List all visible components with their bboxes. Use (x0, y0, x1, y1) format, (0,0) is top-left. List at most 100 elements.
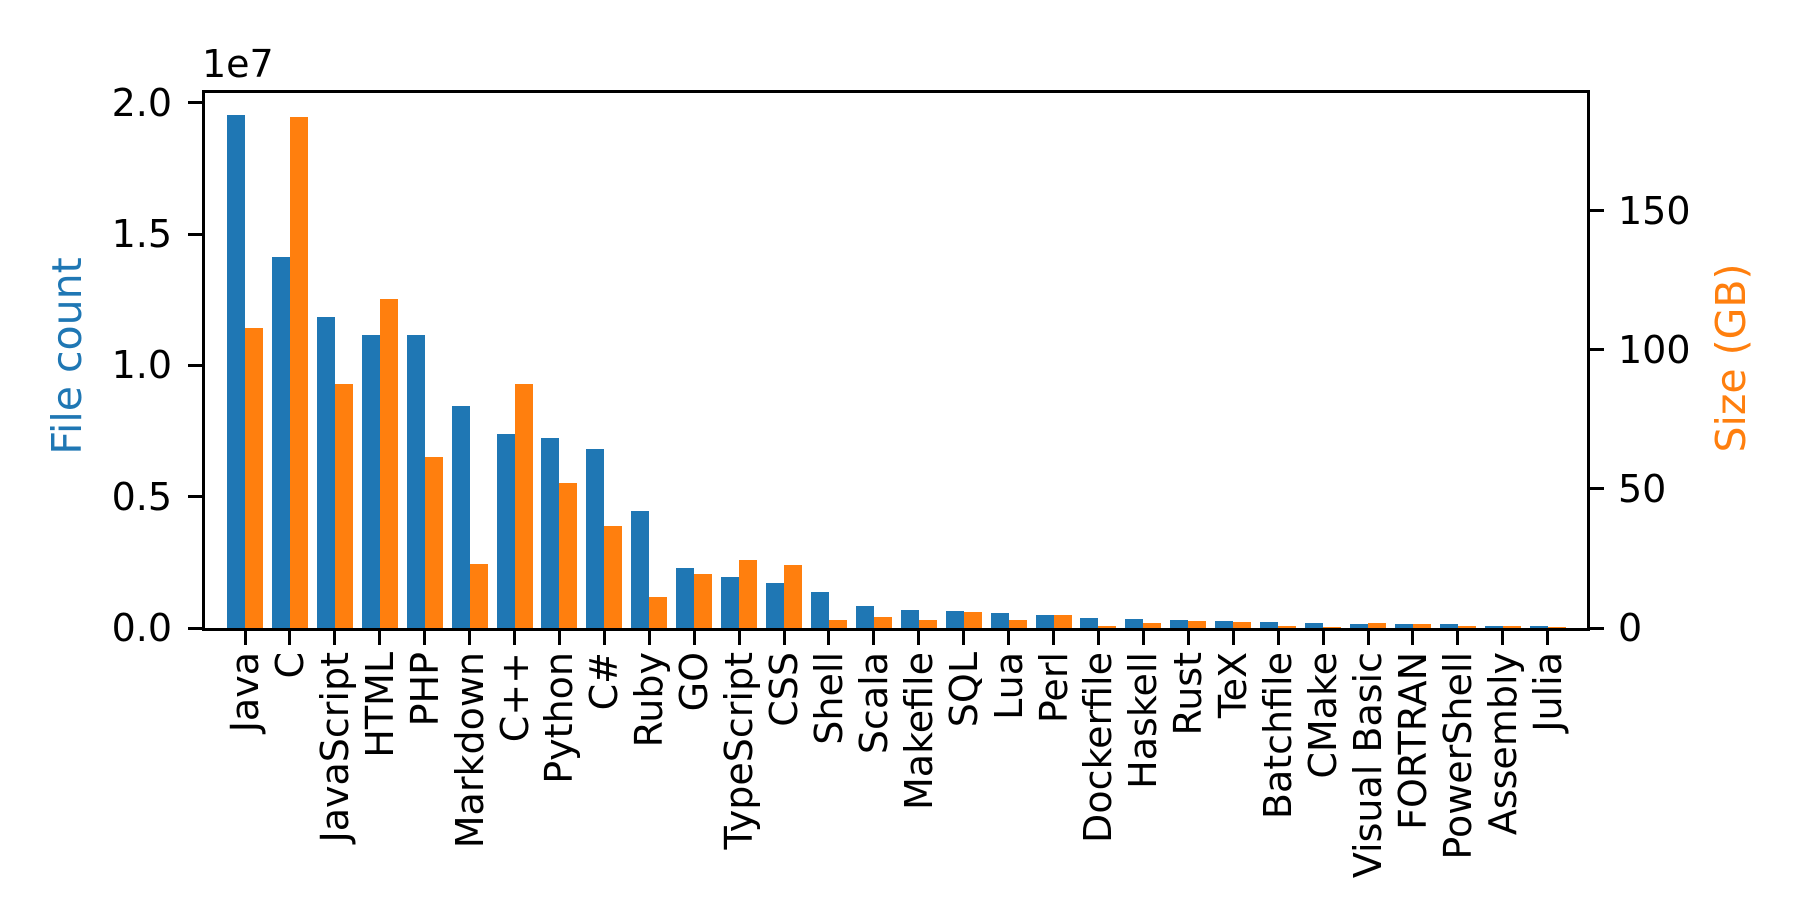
size-gb-bar-Scala (873, 617, 892, 628)
x-tick-mark (827, 631, 831, 645)
size-gb-bar-CSS (784, 564, 803, 628)
right-y-tick-label-50: 50 (1618, 466, 1667, 511)
x-tick-label-text: Java (223, 652, 267, 733)
x-tick-mark (1276, 631, 1280, 645)
file-count-bar-C# (586, 449, 605, 628)
file-count-bar-Julia (1529, 626, 1548, 628)
right-y-tick-label-0: 0 (1618, 606, 1643, 650)
right-y-tick-label-100: 100 (1618, 327, 1691, 372)
file-count-bar-TypeScript (721, 577, 740, 628)
x-tick-mark (872, 631, 876, 645)
file-count-bar-GO (676, 568, 695, 628)
file-count-bar-PowerShell (1439, 624, 1458, 628)
left-y-tick-label-2.0: 2.0 (111, 80, 172, 125)
x-tick-mark (333, 631, 337, 645)
x-tick-label-text: HTML (357, 652, 402, 758)
x-tick-label-text: GO (672, 652, 717, 712)
file-count-bar-JavaScript (316, 317, 335, 628)
x-tick-label-text: Scala (851, 652, 896, 755)
file-count-bar-Dockerfile (1080, 618, 1099, 628)
x-tick-label-text: PowerShell (1435, 652, 1480, 860)
x-tick-label-text: C# (582, 652, 627, 711)
right-y-tick-label-150: 150 (1618, 188, 1691, 233)
plot-area (202, 90, 1590, 631)
x-tick-label-text: FORTRAN (1390, 652, 1435, 830)
x-tick-mark (1546, 631, 1550, 645)
x-tick-mark (423, 631, 427, 645)
x-tick-label-text: Visual Basic (1346, 652, 1390, 879)
size-gb-bar-C (289, 116, 308, 628)
file-count-bar-C (271, 256, 290, 628)
x-tick-label-text: C (267, 652, 312, 679)
x-tick-mark (917, 631, 921, 645)
file-count-bar-Java (227, 114, 245, 628)
size-gb-bar-Makefile (918, 619, 937, 628)
x-tick-label-text: Perl (1031, 652, 1076, 724)
file-count-bar-SQL (945, 610, 964, 628)
x-tick-mark (1411, 631, 1415, 645)
size-gb-bar-C++ (514, 384, 533, 628)
left-y-tick-mark (188, 495, 202, 499)
size-gb-bar-FORTRAN (1412, 623, 1431, 628)
size-gb-bar-Shell (828, 619, 847, 628)
file-count-bar-Batchfile (1260, 621, 1279, 628)
right-y-tick-mark (1590, 209, 1604, 213)
size-gb-bar-HTML (379, 299, 398, 628)
left-y-tick-mark (188, 101, 202, 105)
left-y-tick-label-1.5: 1.5 (111, 212, 172, 257)
file-count-bar-HTML (361, 334, 380, 628)
x-tick-label-text: Assembly (1480, 652, 1525, 836)
x-tick-mark (962, 631, 966, 645)
x-tick-mark (602, 631, 606, 645)
file-count-bar-Markdown (451, 405, 470, 628)
file-count-bar-C++ (496, 434, 515, 628)
size-gb-bar-CMake (1323, 626, 1342, 628)
x-tick-mark (1186, 631, 1190, 645)
file-count-bar-Lua (990, 612, 1009, 628)
file-count-bar-Shell (810, 591, 829, 628)
x-tick-label-text: JavaScript (312, 652, 357, 843)
size-gb-bar-Lua (1008, 620, 1027, 628)
size-gb-bar-Visual Basic (1368, 622, 1386, 628)
x-tick-label-text: Python (537, 652, 582, 784)
x-tick-mark (1007, 631, 1011, 645)
size-gb-bar-Dockerfile (1098, 626, 1117, 628)
size-gb-bar-TypeScript (739, 559, 758, 628)
file-count-bar-FORTRAN (1394, 624, 1413, 628)
left-y-tick-mark (188, 363, 202, 367)
right-y-tick-mark (1590, 487, 1604, 491)
x-tick-label-text: CMake (1301, 652, 1346, 779)
size-gb-bar-Haskell (1143, 622, 1162, 628)
size-gb-bar-SQL (963, 612, 982, 628)
x-tick-label-text: Markdown (447, 652, 492, 849)
right-y-tick-mark (1590, 626, 1604, 630)
size-gb-bar-Java (245, 328, 263, 628)
left-y-tick-label-0.0: 0.0 (111, 606, 172, 650)
size-gb-bar-Perl (1053, 614, 1072, 628)
size-gb-bar-GO (694, 574, 713, 628)
file-count-bar-Makefile (900, 610, 919, 628)
file-count-bar-PHP (406, 334, 425, 628)
x-tick-label-text: Dockerfile (1076, 652, 1121, 843)
right-y-tick-mark (1590, 348, 1604, 352)
left-y-tick-label-0.5: 0.5 (111, 474, 172, 519)
x-tick-mark (557, 631, 561, 645)
x-tick-label-text: Rust (1166, 652, 1211, 736)
x-tick-mark (288, 631, 292, 645)
size-gb-bar-JavaScript (334, 383, 353, 628)
size-gb-bar-C# (604, 525, 623, 628)
file-count-bar-TeX (1215, 621, 1234, 628)
x-tick-mark (468, 631, 472, 645)
size-gb-bar-PHP (424, 457, 443, 628)
x-tick-mark (1052, 631, 1056, 645)
x-tick-label-text: PHP (402, 652, 447, 727)
x-tick-mark (1366, 631, 1370, 645)
size-gb-bar-TeX (1233, 621, 1252, 628)
size-gb-bar-Assembly (1502, 625, 1521, 628)
file-count-bar-Python (541, 438, 560, 628)
x-tick-label-text: CSS (762, 652, 807, 727)
x-tick-mark (782, 631, 786, 645)
x-tick-mark (1501, 631, 1505, 645)
size-gb-bar-PowerShell (1457, 626, 1476, 628)
